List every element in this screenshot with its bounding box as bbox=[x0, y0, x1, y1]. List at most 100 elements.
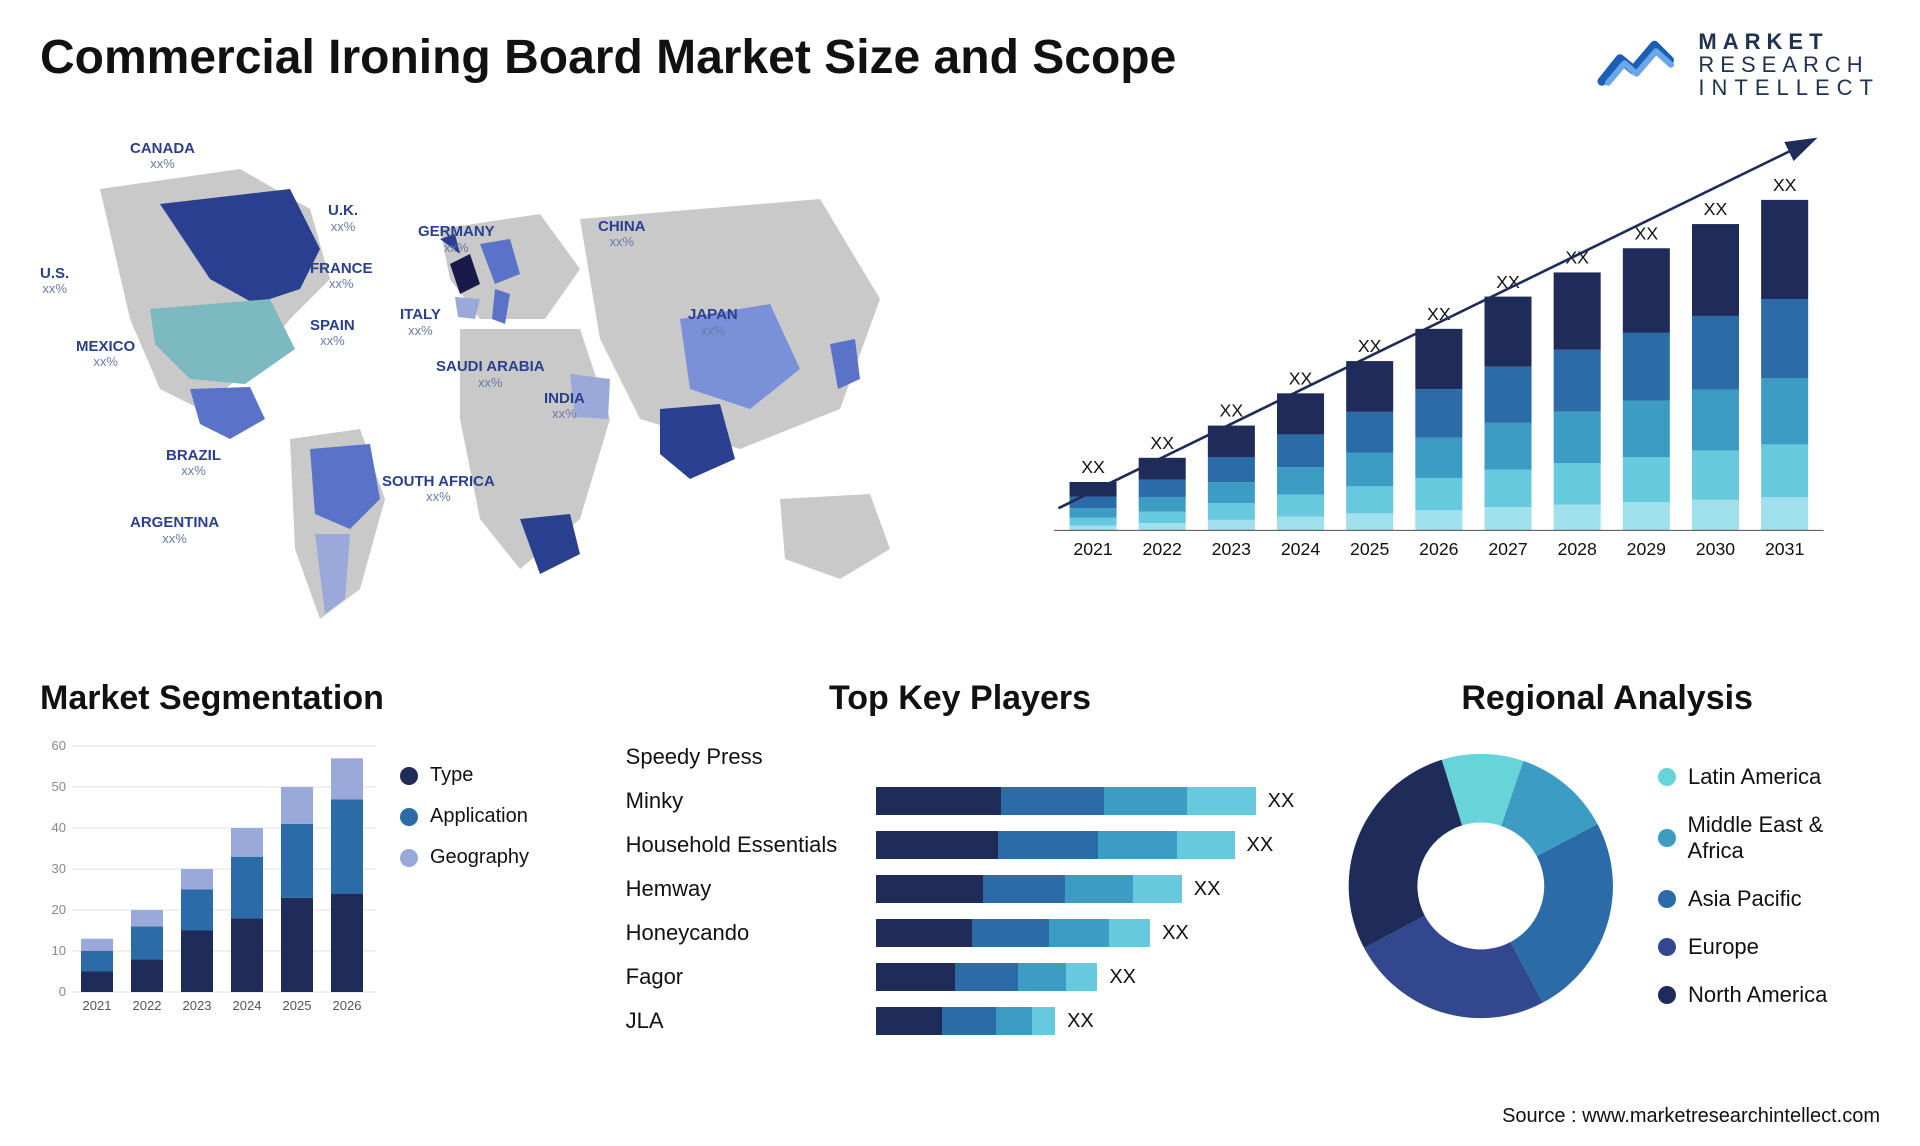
map-label: CANADAxx% bbox=[130, 140, 195, 172]
key-players-bars: Speedy Press MinkyXX Household Essentials X… bbox=[626, 736, 1295, 1042]
svg-text:XX: XX bbox=[1220, 401, 1244, 421]
svg-text:2027: 2027 bbox=[1488, 539, 1527, 559]
brand-logo-text: MARKET RESEARCH INTELLECT bbox=[1698, 30, 1880, 99]
player-bar-segment bbox=[996, 1007, 1032, 1035]
map-label: JAPANxx% bbox=[688, 306, 738, 338]
player-name: Household Essentials bbox=[626, 832, 876, 858]
legend-dot-icon bbox=[1658, 829, 1676, 847]
legend-dot-icon bbox=[1658, 768, 1676, 786]
header: Commercial Ironing Board Market Size and… bbox=[40, 30, 1880, 99]
player-name: Honeycando bbox=[626, 920, 876, 946]
growth-bar-panel: XX2021XX2022XX2023XX2024XX2025XX2026XX20… bbox=[980, 119, 1880, 639]
player-bar bbox=[876, 875, 1182, 903]
page-title: Commercial Ironing Board Market Size and… bbox=[40, 30, 1176, 85]
legend-dot-icon bbox=[1658, 938, 1676, 956]
player-bar bbox=[876, 1007, 1055, 1035]
player-bar-segment bbox=[1109, 919, 1150, 947]
legend-dot-icon bbox=[1658, 890, 1676, 908]
player-bar-segment bbox=[1065, 875, 1132, 903]
svg-text:50: 50 bbox=[52, 779, 66, 794]
player-name: Speedy Press bbox=[626, 744, 876, 770]
svg-text:2021: 2021 bbox=[1073, 539, 1112, 559]
svg-text:XX: XX bbox=[1704, 200, 1728, 220]
map-label: U.S.xx% bbox=[40, 265, 69, 297]
map-label: U.K.xx% bbox=[328, 202, 358, 234]
svg-text:2024: 2024 bbox=[233, 998, 262, 1013]
player-bar bbox=[876, 787, 1256, 815]
regional-legend: Latin AmericaMiddle East & AfricaAsia Pa… bbox=[1658, 764, 1880, 1008]
player-bar bbox=[876, 919, 1150, 947]
growth-bar-svg: XX2021XX2022XX2023XX2024XX2025XX2026XX20… bbox=[980, 119, 1880, 579]
segmentation-title: Market Segmentation bbox=[40, 679, 586, 718]
svg-text:2022: 2022 bbox=[133, 998, 162, 1013]
player-value: XX bbox=[1194, 878, 1221, 901]
player-bar-segment bbox=[876, 1007, 942, 1035]
player-bar-segment bbox=[1133, 875, 1182, 903]
segmentation-panel: Market Segmentation 01020304050602021202… bbox=[40, 679, 586, 1042]
svg-text:2026: 2026 bbox=[333, 998, 362, 1013]
legend-item: Middle East & Africa bbox=[1658, 812, 1880, 864]
legend-item: Europe bbox=[1658, 934, 1880, 960]
player-bar-segment bbox=[972, 919, 1049, 947]
map-label: ARGENTINAxx% bbox=[130, 514, 219, 546]
legend-dot-icon bbox=[400, 767, 418, 785]
player-bar-segment bbox=[876, 831, 998, 859]
player-bar bbox=[876, 963, 1098, 991]
legend-label: Application bbox=[430, 805, 528, 828]
svg-text:2028: 2028 bbox=[1557, 539, 1597, 559]
legend-item: Asia Pacific bbox=[1658, 886, 1880, 912]
map-label: INDIAxx% bbox=[544, 390, 585, 422]
player-value: XX bbox=[1162, 922, 1189, 945]
legend-dot-icon bbox=[400, 849, 418, 867]
legend-label: Europe bbox=[1688, 934, 1759, 960]
player-bar bbox=[876, 831, 1235, 859]
player-bar-segment bbox=[983, 875, 1066, 903]
player-bar-segment bbox=[942, 1007, 996, 1035]
brand-logo: MARKET RESEARCH INTELLECT bbox=[1596, 30, 1880, 99]
player-bar-segment bbox=[1018, 963, 1067, 991]
svg-text:2031: 2031 bbox=[1765, 539, 1804, 559]
player-value: XX bbox=[1109, 966, 1136, 989]
player-row: Fagor XX bbox=[626, 956, 1295, 998]
legend-label: Geography bbox=[430, 846, 529, 869]
svg-text:20: 20 bbox=[52, 902, 66, 917]
player-value: XX bbox=[1247, 834, 1274, 857]
legend-dot-icon bbox=[1658, 986, 1676, 1004]
map-label: BRAZILxx% bbox=[166, 447, 221, 479]
svg-text:XX: XX bbox=[1150, 433, 1174, 453]
svg-text:60: 60 bbox=[52, 738, 66, 753]
brand-logo-icon bbox=[1596, 35, 1686, 95]
segmentation-chart: 0102030405060202120222023202420252026 bbox=[40, 736, 380, 1016]
player-bar-segment bbox=[1187, 787, 1255, 815]
player-row: MinkyXX bbox=[626, 780, 1295, 822]
player-bar-segment bbox=[1049, 919, 1109, 947]
svg-text:30: 30 bbox=[52, 861, 66, 876]
player-bar-segment bbox=[1104, 787, 1188, 815]
player-value: XX bbox=[1067, 1010, 1094, 1033]
map-label: SPAINxx% bbox=[310, 317, 355, 349]
svg-text:2022: 2022 bbox=[1143, 539, 1182, 559]
key-players-panel: Top Key Players Speedy Press MinkyXX House… bbox=[626, 679, 1295, 1042]
svg-text:2021: 2021 bbox=[83, 998, 112, 1013]
svg-text:0: 0 bbox=[59, 984, 66, 999]
key-players-title: Top Key Players bbox=[626, 679, 1295, 718]
svg-text:2030: 2030 bbox=[1696, 539, 1736, 559]
player-bar-segment bbox=[876, 787, 1001, 815]
player-bar-segment bbox=[998, 831, 1098, 859]
player-bar-segment bbox=[1032, 1007, 1055, 1035]
svg-text:2029: 2029 bbox=[1627, 539, 1666, 559]
player-row: Speedy Press bbox=[626, 736, 1295, 778]
svg-text:XX: XX bbox=[1081, 457, 1105, 477]
legend-label: North America bbox=[1688, 982, 1827, 1008]
player-value: XX bbox=[1268, 790, 1295, 813]
player-bar-segment bbox=[876, 963, 956, 991]
map-label: MEXICOxx% bbox=[76, 338, 135, 370]
svg-text:2025: 2025 bbox=[283, 998, 312, 1013]
svg-text:2026: 2026 bbox=[1419, 539, 1459, 559]
player-row: Honeycando XX bbox=[626, 912, 1295, 954]
player-bar-segment bbox=[1001, 787, 1104, 815]
player-name: Fagor bbox=[626, 964, 876, 990]
legend-item: Geography bbox=[400, 846, 529, 869]
legend-label: Middle East & Africa bbox=[1688, 812, 1880, 864]
svg-text:10: 10 bbox=[52, 943, 66, 958]
